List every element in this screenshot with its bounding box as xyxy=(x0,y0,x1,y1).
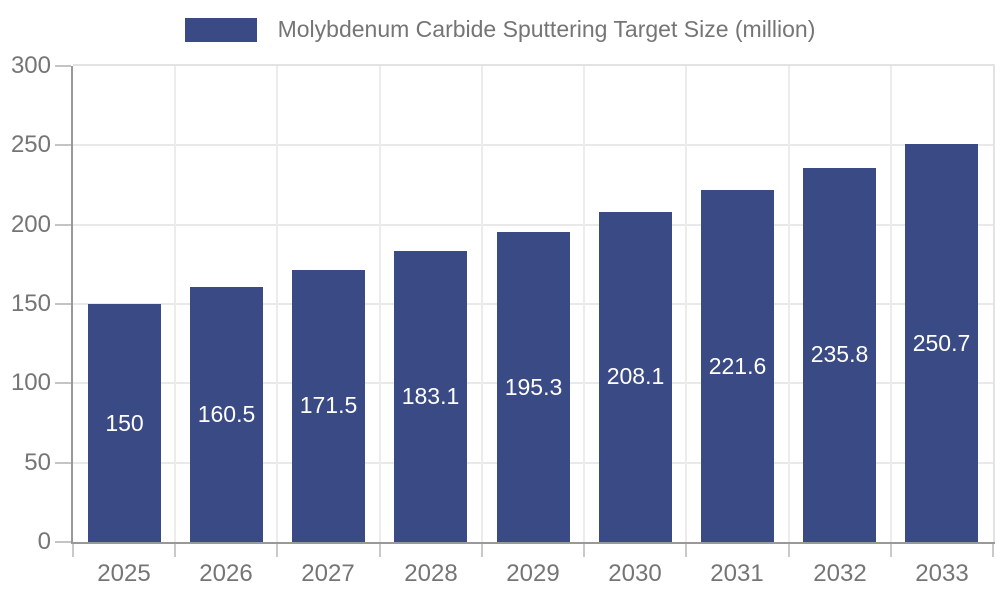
y-axis-tick-label: 0 xyxy=(37,528,51,555)
gridline-vertical xyxy=(481,66,483,542)
y-axis-tick xyxy=(55,303,71,305)
y-axis-tick-label: 300 xyxy=(10,52,51,79)
x-axis-tick-label: 2027 xyxy=(301,560,355,587)
bar: 171.5 xyxy=(292,269,365,542)
y-axis-tick-label: 100 xyxy=(10,369,51,397)
x-axis-tick-label: 2025 xyxy=(97,560,151,587)
bar: 221.6 xyxy=(701,190,774,542)
gridline-vertical xyxy=(890,66,892,542)
plot-area: 0 50 100 150 200 250 300 150 160.5 171.5 183.1 195.… xyxy=(11,52,995,587)
gridline-vertical xyxy=(276,66,278,542)
gridline-vertical xyxy=(174,66,176,542)
gridline-vertical xyxy=(788,66,790,542)
bar: 160.5 xyxy=(190,287,263,542)
x-axis-tick xyxy=(276,542,278,557)
legend[interactable]: Molybdenum Carbide Sputtering Target Siz… xyxy=(0,16,1000,43)
y-axis-tick-label: 150 xyxy=(10,290,51,317)
bar-value-label: 195.3 xyxy=(504,373,563,400)
x-axis-tick xyxy=(72,542,74,557)
gridline-horizontal xyxy=(73,144,993,147)
gridline-vertical xyxy=(583,66,585,542)
bar-value-label: 183.1 xyxy=(401,383,460,410)
y-axis-tick xyxy=(55,223,71,226)
bar: 150 xyxy=(88,304,161,542)
x-axis-tick xyxy=(379,542,381,557)
legend-label: Molybdenum Carbide Sputtering Target Siz… xyxy=(277,16,816,42)
bar-value-label: 235.8 xyxy=(810,341,869,368)
x-axis-tick xyxy=(992,542,994,557)
bar-value-label: 250.7 xyxy=(912,329,971,356)
bar-value-label: 171.5 xyxy=(299,392,358,419)
y-axis-tick xyxy=(55,65,71,67)
gridline-vertical xyxy=(685,66,687,542)
x-axis-tick-label: 2033 xyxy=(915,560,969,587)
bar: 235.8 xyxy=(803,167,876,542)
gridline-vertical xyxy=(379,66,381,542)
x-axis-tick-label: 2029 xyxy=(506,560,560,587)
y-axis-tick xyxy=(55,144,71,147)
y-axis-tick xyxy=(55,382,71,385)
x-axis-tick xyxy=(890,542,892,557)
bar: 183.1 xyxy=(394,251,467,542)
x-axis-tick-label: 2028 xyxy=(404,560,458,587)
bar: 195.3 xyxy=(497,232,570,542)
x-axis-tick xyxy=(174,542,176,557)
bar: 250.7 xyxy=(905,144,978,542)
y-axis-tick-label: 250 xyxy=(10,131,51,159)
y-axis-tick xyxy=(55,541,71,543)
x-axis-tick-label: 2030 xyxy=(608,560,662,587)
bar-value-label: 150 xyxy=(105,409,144,436)
x-axis-tick xyxy=(685,542,687,557)
y-axis-tick-label: 50 xyxy=(24,448,51,476)
x-axis-tick xyxy=(788,542,790,557)
legend-swatch xyxy=(184,17,257,42)
gridline-horizontal xyxy=(73,223,993,226)
x-axis-tick xyxy=(583,542,585,557)
y-axis-line xyxy=(71,66,73,544)
x-axis-tick xyxy=(481,542,483,557)
y-axis-tick xyxy=(55,461,71,464)
y-axis-tick-label: 200 xyxy=(10,210,51,238)
bar-value-label: 160.5 xyxy=(197,401,256,428)
x-axis-tick-label: 2032 xyxy=(813,560,867,587)
x-axis-tick-label: 2031 xyxy=(710,560,764,587)
bar-value-label: 221.6 xyxy=(708,352,767,379)
bar: 208.1 xyxy=(599,211,672,542)
bar-value-label: 208.1 xyxy=(606,363,665,390)
x-axis-tick-label: 2026 xyxy=(199,560,253,587)
x-axis-line xyxy=(71,542,995,544)
